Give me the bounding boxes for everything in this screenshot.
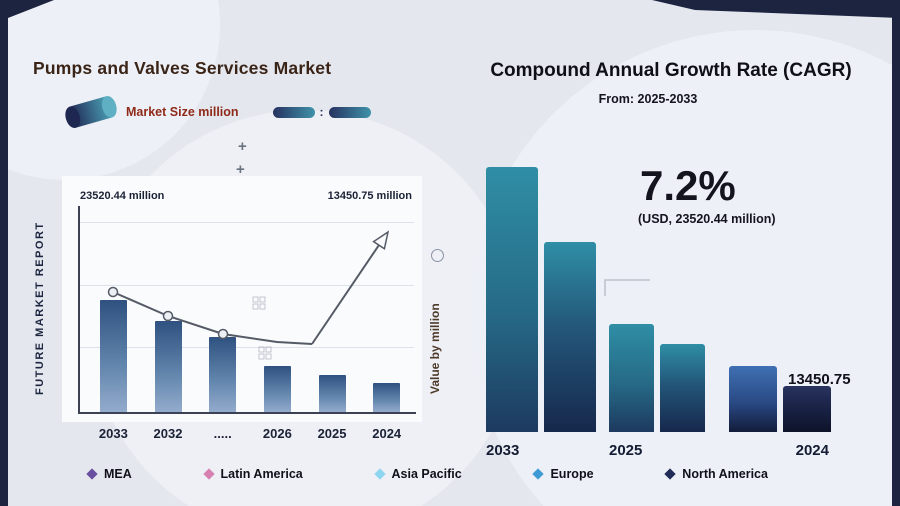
x-axis-label: ..... xyxy=(213,426,232,441)
legend-item-europe: Europe xyxy=(532,467,594,481)
legend-diamond-icon xyxy=(664,468,676,480)
legend-diamond-icon xyxy=(532,468,545,480)
year-label-2025: 2025 xyxy=(609,442,643,459)
year-label-2033: 2033 xyxy=(486,442,520,459)
y-axis xyxy=(78,206,80,414)
cagr-bar-2033-2 xyxy=(544,242,596,432)
legend-diamond-icon xyxy=(86,468,98,480)
cagr-chart: 2033 2025 2024 xyxy=(486,160,846,459)
year-label-2024: 2024 xyxy=(795,442,829,459)
region-legend: MEA Latin America Asia Pacific Europe North … xyxy=(86,467,768,481)
corner-decor xyxy=(8,0,900,18)
pill-separator: : xyxy=(319,105,324,119)
legend-label: Latin America xyxy=(220,467,303,481)
market-size-chart: 23520.44 million 13450.75 million 2033 20… xyxy=(62,176,422,441)
value-axis-label: Value by million xyxy=(428,303,442,395)
x-axis-label: 2025 xyxy=(317,426,347,441)
legend-diamond-icon xyxy=(202,468,215,480)
cagr-bar-2024-1 xyxy=(729,366,777,432)
legend-item-asia-pacific: Asia Pacific xyxy=(373,467,462,481)
cagr-basis: (USD, 23520.44 million) xyxy=(638,212,776,226)
legend-diamond-icon xyxy=(373,468,386,480)
plus-icon: + xyxy=(238,138,247,155)
x-axis-labels: 2033 2032..... 2026 2025 2024 xyxy=(86,426,414,441)
circle-icon xyxy=(431,249,444,262)
x-axis-label: 2033 xyxy=(98,426,128,441)
value-2033: 23520.44 million xyxy=(80,190,165,202)
plus-icon: + xyxy=(236,161,245,178)
cagr-bar-group-2024: 2024 xyxy=(729,366,831,459)
legend-item-latin-america: Latin America xyxy=(202,467,303,481)
market-size-legend-label: Market Size million xyxy=(126,105,239,119)
market-bar-2025 xyxy=(318,375,346,412)
bracket-icon xyxy=(604,279,650,296)
trend-arrow xyxy=(107,230,390,345)
right-chart-title: Compound Annual Growth Rate (CAGR) xyxy=(490,60,852,81)
cagr-bar-2025-1 xyxy=(609,324,654,432)
legend-label: MEA xyxy=(104,467,132,481)
left-edge-bar xyxy=(0,0,8,506)
future-market-report-label: FUTURE MARKET REPORT xyxy=(34,221,46,395)
market-size-legend: Market Size million : xyxy=(62,92,371,132)
grid-icon xyxy=(252,296,266,310)
cagr-bar-2025-2 xyxy=(660,344,705,432)
legend-label: Europe xyxy=(550,467,594,481)
cagr-value: 7.2% xyxy=(640,162,736,209)
gradient-pill xyxy=(328,106,371,118)
x-axis xyxy=(78,412,416,414)
cagr-bar-group-2025: 2025 xyxy=(609,324,705,459)
gradient-pill xyxy=(272,106,315,118)
market-bar-2032 xyxy=(154,321,182,412)
market-bar-..... xyxy=(209,337,237,412)
right-chart-subtitle: From: 2025-2033 xyxy=(598,92,698,106)
market-bar-2024 xyxy=(373,383,401,412)
grid-icon xyxy=(258,346,272,360)
gradient-pills: : xyxy=(272,105,371,119)
x-axis-label: 2032 xyxy=(153,426,183,441)
legend-item-north-america: North America xyxy=(664,467,768,481)
legend-item-mea: MEA xyxy=(86,467,132,481)
cagr-bar-2033-1 xyxy=(486,167,538,432)
cagr-bar-2024-2 xyxy=(783,386,831,432)
cagr-bar-group-2033: 2033 xyxy=(486,167,596,459)
right-edge-bar xyxy=(892,0,900,506)
left-chart-title: Pumps and Valves Services Market xyxy=(33,58,332,78)
legend-label: Asia Pacific xyxy=(391,467,462,481)
x-axis-label: 2024 xyxy=(372,426,402,441)
bar-series xyxy=(86,242,414,412)
cylinder-icon xyxy=(65,96,117,128)
legend-label: North America xyxy=(682,467,768,481)
x-axis-label: 2026 xyxy=(262,426,292,441)
value-label-2024: 13450.75 xyxy=(788,371,851,388)
market-bar-2033 xyxy=(99,300,127,412)
value-2024: 13450.75 million xyxy=(327,190,412,202)
market-bar-2026 xyxy=(263,366,291,412)
